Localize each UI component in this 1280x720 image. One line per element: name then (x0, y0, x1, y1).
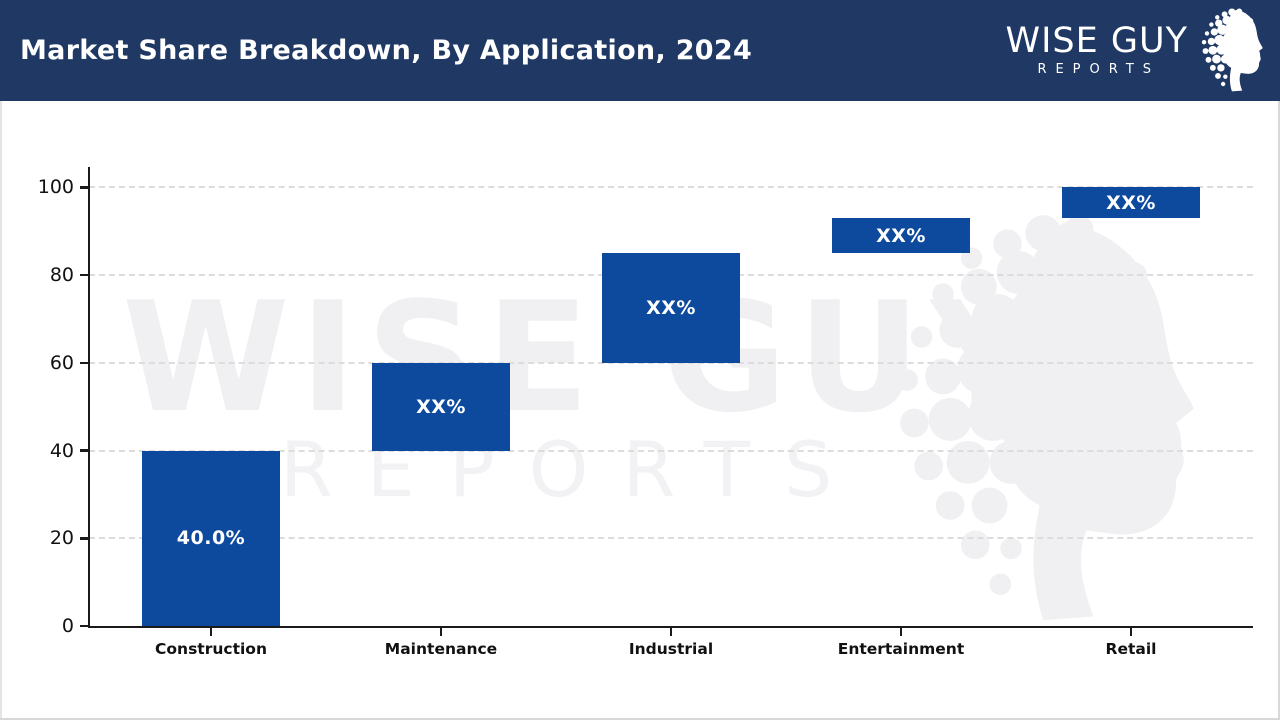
bar-value-label: 40.0% (176, 527, 246, 550)
bar-value-label: XX% (1106, 191, 1156, 214)
y-tick-60 (80, 361, 89, 364)
page-left-border (0, 101, 2, 718)
gridline-60 (89, 361, 1253, 364)
page-right-border (1278, 101, 1280, 718)
chart-title: Market Share Breakdown, By Application, … (20, 35, 753, 66)
gridline-20 (89, 537, 1253, 540)
y-tick-label-100: 100 (37, 176, 74, 199)
y-tick-label-40: 40 (49, 439, 74, 462)
y-tick-label-20: 20 (49, 527, 74, 550)
y-axis (87, 167, 91, 628)
x-tick-retail (1129, 627, 1133, 636)
y-tick-80 (80, 273, 89, 277)
bar-value-label: XX% (416, 395, 466, 418)
x-axis (87, 625, 1253, 628)
gridline-100 (89, 186, 1253, 189)
header-bar: Market Share Breakdown, By Application, … (0, 0, 1280, 101)
wiseguy-logo-text: WISE GUY REPORTS (1005, 21, 1188, 78)
x-category-label-industrial: Industrial (628, 640, 714, 658)
bar-construction: 40.0% (142, 450, 280, 626)
gridline-40 (89, 449, 1253, 452)
x-tick-maintenance (439, 627, 443, 636)
logo-subtitle: REPORTS (1037, 62, 1161, 77)
x-tick-construction (209, 627, 213, 636)
x-category-label-retail: Retail (1105, 640, 1157, 658)
y-tick-label-80: 80 (49, 264, 74, 286)
bar-retail: XX% (1062, 187, 1200, 218)
logo-wordmark: WISE GUY (1005, 21, 1188, 61)
y-tick-label-60: 60 (49, 351, 74, 374)
x-tick-entertainment (899, 627, 903, 636)
x-category-label-construction: Construction (155, 640, 267, 658)
bar-value-label: XX% (876, 224, 926, 247)
bar-entertainment: XX% (832, 217, 970, 254)
x-category-label-maintenance: Maintenance (384, 640, 498, 658)
y-tick-label-0: 0 (61, 615, 74, 637)
bar-value-label: XX% (646, 296, 696, 319)
y-tick-40 (80, 449, 89, 452)
y-tick-100 (80, 186, 89, 189)
bar-industrial: XX% (602, 253, 740, 363)
watermark-wordmark: WISE GUY (122, 269, 1051, 446)
x-category-label-entertainment: Entertainment (837, 640, 965, 658)
wiseguy-logo: WISE GUY REPORTS (1005, 0, 1266, 101)
x-tick-industrial (669, 627, 673, 636)
y-tick-0 (80, 624, 89, 628)
y-tick-20 (80, 537, 89, 540)
bar-maintenance: XX% (372, 362, 510, 451)
